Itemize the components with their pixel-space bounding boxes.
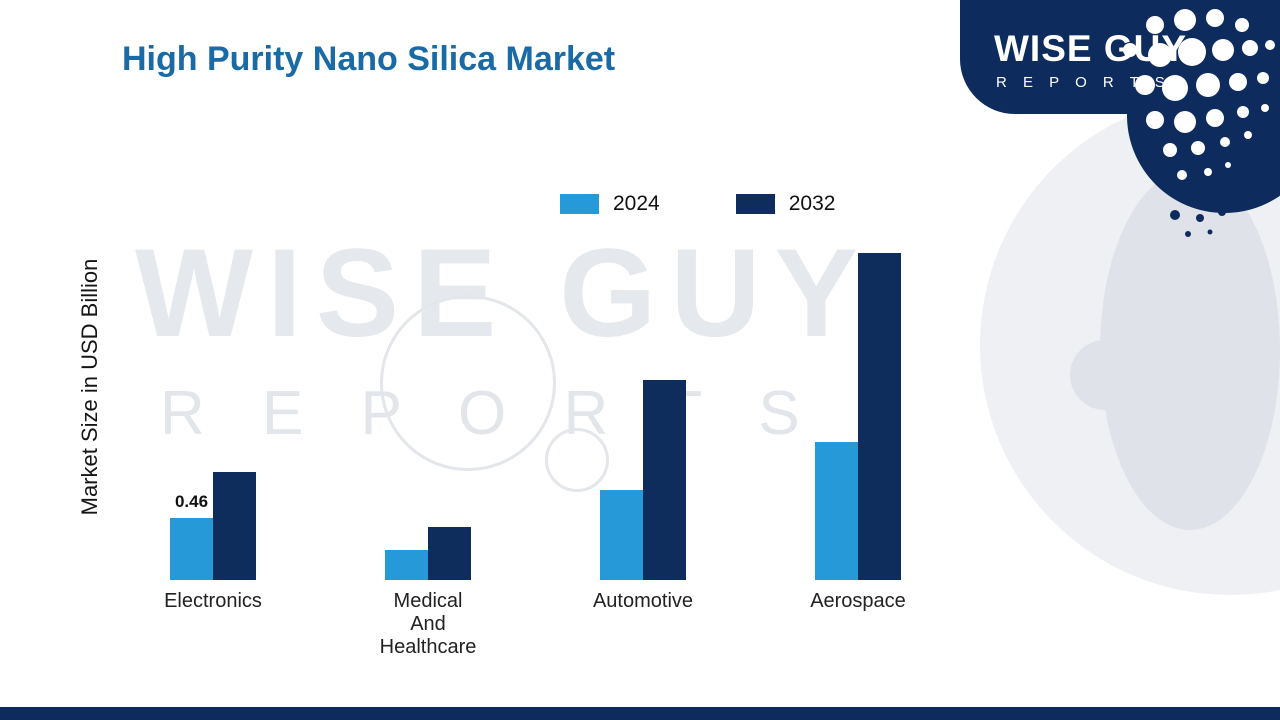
legend-item-2032: 2032 — [735, 192, 836, 216]
dot-face-icon — [1123, 9, 1275, 237]
legend-label-2024: 2024 — [613, 192, 660, 215]
bar-2024-automotive — [600, 489, 643, 580]
bar-group-medical — [385, 527, 471, 580]
y-axis-label: Market Size in USD Billion — [77, 258, 102, 516]
page-title: High Purity Nano Silica Market — [122, 40, 616, 78]
legend-label-2032: 2032 — [788, 192, 836, 215]
bar-2032-electronics — [213, 472, 256, 580]
bar-group-electronics — [170, 472, 256, 580]
footer-bar — [0, 707, 1280, 720]
legend-swatch-2024 — [560, 194, 599, 214]
face-silhouette-nose — [1070, 340, 1140, 410]
bar-2024-aerospace — [815, 442, 858, 580]
bar-2032-medical — [428, 527, 471, 580]
bar-2032-automotive — [643, 380, 686, 580]
chart-plot: Electronics Medical And Healthcare Automot… — [140, 240, 940, 658]
legend: 2024 2032 — [560, 192, 835, 216]
category-label-electronics: Electronics — [164, 590, 262, 612]
legend-swatch-2032 — [735, 194, 775, 214]
logo-reports-text: R E P O R T S — [996, 74, 1171, 91]
legend-item-2024: 2024 — [560, 192, 660, 216]
category-label-aerospace: Aerospace — [810, 590, 906, 612]
bar-group-aerospace — [815, 253, 901, 580]
bar-value-label: 0.46 — [174, 491, 209, 511]
bar-group-automotive — [600, 380, 686, 580]
category-label-automotive: Automotive — [592, 590, 694, 612]
bar-2032-aerospace — [858, 253, 901, 580]
category-label-medical: Medical And Healthcare — [379, 590, 477, 658]
bar-2024-medical — [385, 550, 428, 580]
bar-2024-electronics — [170, 517, 213, 580]
watermark-ring-small — [545, 428, 609, 492]
watermark-ring-large — [380, 295, 556, 471]
